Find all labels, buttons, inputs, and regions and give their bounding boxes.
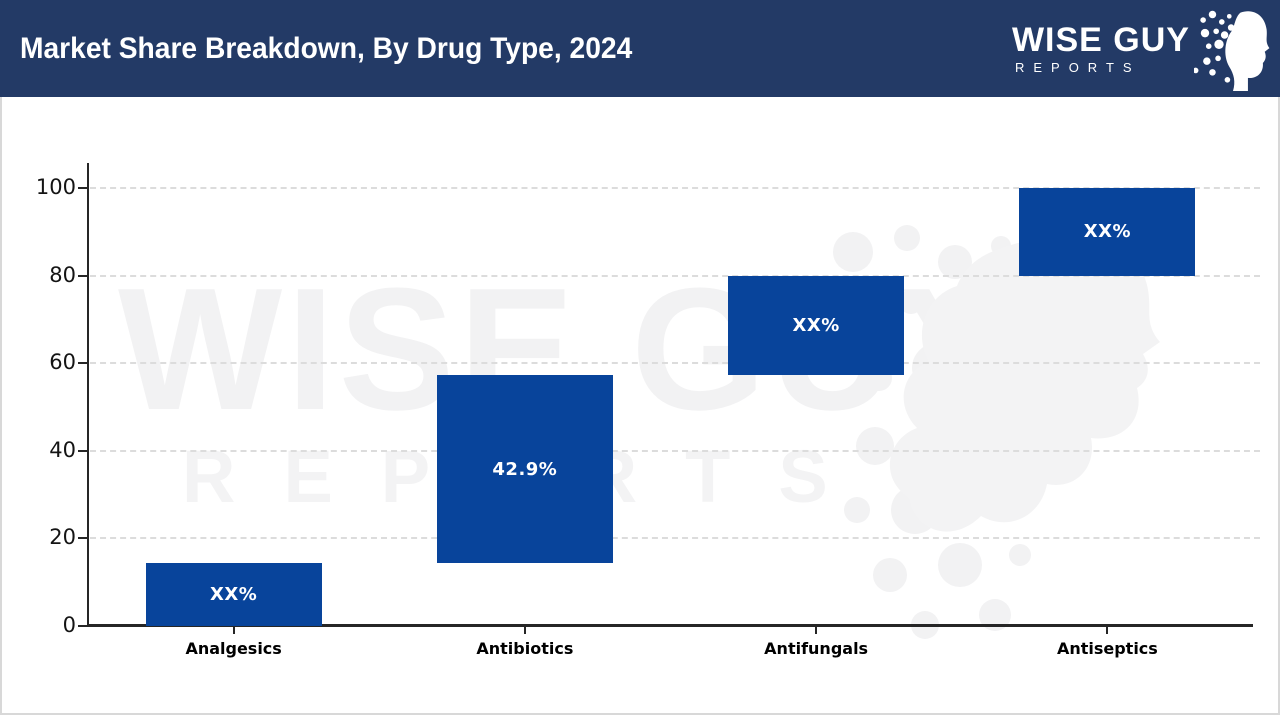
x-tick-mark-antifungals xyxy=(815,627,818,634)
y-tick-mark-40 xyxy=(78,449,88,452)
x-tick-mark-antibiotics xyxy=(523,627,526,634)
x-axis-line xyxy=(88,624,1253,627)
x-tick-mark-antiseptics xyxy=(1106,627,1109,634)
bar-value-label-antiseptics: XX% xyxy=(1083,221,1132,243)
gridline-40 xyxy=(90,449,1260,452)
x-category-label-antibiotics: Antibiotics xyxy=(476,639,574,658)
gridline-100 xyxy=(90,187,1260,189)
y-tick-label-80: 80 xyxy=(49,262,76,287)
x-category-label-antiseptics: Antiseptics xyxy=(1056,639,1158,658)
y-tick-label-60: 60 xyxy=(49,350,76,375)
brand-logo-text: WISE GUY REPORTS xyxy=(1012,23,1190,74)
bar-antifungals: XX% xyxy=(728,275,905,376)
brand-subtitle: REPORTS xyxy=(1014,60,1141,75)
y-tick-label-40: 40 xyxy=(49,437,76,462)
face-profile-icon xyxy=(1194,10,1270,91)
bar-chart: 0 20 40 60 80 100 XX% Analgesics 42.9% Antibiotic… xyxy=(0,97,1280,720)
y-tick-label-0: 0 xyxy=(62,613,76,637)
bar-analgesics: XX% xyxy=(145,563,322,626)
chart-header: Market Share Breakdown, By Drug Type, 20… xyxy=(0,0,1280,97)
x-tick-mark-analgesics xyxy=(232,627,235,634)
y-tick-mark-20 xyxy=(78,537,88,540)
chart-title: Market Share Breakdown, By Drug Type, 20… xyxy=(20,31,633,65)
bar-antiseptics: XX% xyxy=(1019,188,1196,276)
bar-antibiotics: 42.9% xyxy=(436,375,613,564)
gridline-60 xyxy=(90,362,1260,365)
bar-value-label-antibiotics: 42.9% xyxy=(492,458,558,480)
y-tick-label-100: 100 xyxy=(35,175,76,199)
gridline-20 xyxy=(90,537,1260,540)
y-tick-mark-100 xyxy=(78,187,88,189)
brand-name: WISE GUY xyxy=(1011,21,1190,59)
y-tick-mark-80 xyxy=(78,274,88,277)
chart-frame xyxy=(0,97,1280,715)
y-tick-label-20: 20 xyxy=(49,525,76,550)
bar-value-label-antifungals: XX% xyxy=(792,315,840,337)
y-tick-mark-0 xyxy=(78,625,88,627)
gridline-80 xyxy=(90,274,1260,277)
x-category-label-antifungals: Antifungals xyxy=(764,639,869,658)
y-tick-mark-60 xyxy=(78,362,88,365)
x-category-label-analgesics: Analgesics xyxy=(185,639,282,658)
bar-value-label-analgesics: XX% xyxy=(209,584,258,606)
y-axis-line xyxy=(87,163,89,626)
brand-logo: WISE GUY REPORTS xyxy=(1012,0,1272,97)
